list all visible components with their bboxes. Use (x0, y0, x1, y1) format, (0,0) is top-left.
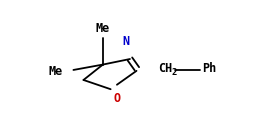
Text: 2: 2 (171, 68, 176, 77)
Text: Me: Me (96, 22, 110, 34)
Text: O: O (114, 91, 121, 105)
Text: Me: Me (48, 65, 63, 78)
Text: Ph: Ph (202, 62, 216, 75)
Text: N: N (122, 35, 130, 48)
Text: CH: CH (158, 62, 172, 75)
